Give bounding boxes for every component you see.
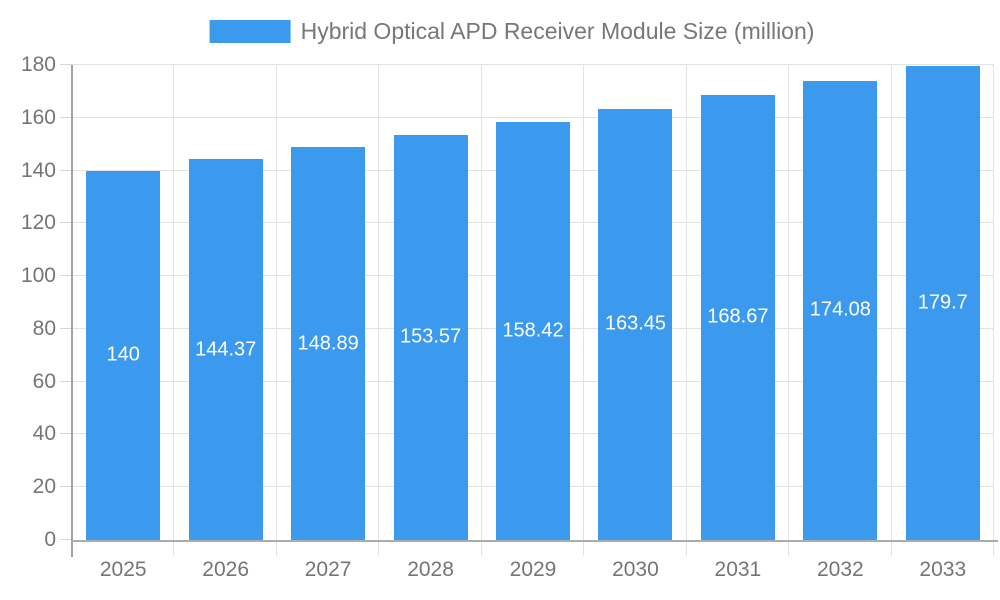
bar-value-label-2028: 153.57 [399, 325, 462, 348]
x-axis-label-2028: 2028 [407, 558, 454, 581]
y-axis-label-0: 0 [44, 528, 56, 551]
y-tick-40 [60, 433, 72, 435]
x-tick-2 [275, 540, 277, 556]
gridline-x-2 [275, 65, 277, 540]
x-tick-1 [173, 540, 175, 556]
bar-value-label-2026: 144.37 [195, 338, 257, 360]
y-axis-label-120: 120 [20, 211, 56, 235]
bar-2026[interactable] [188, 159, 263, 540]
bar-value-label-2031: 168.67 [707, 305, 769, 328]
gridline-x-9 [993, 65, 994, 540]
gridline-x-3 [378, 65, 380, 540]
bar-value-label-2027: 148.89 [297, 332, 359, 355]
bar-2032[interactable] [803, 80, 878, 540]
y-tick-180 [60, 64, 72, 65]
gridline-y-180 [72, 64, 994, 65]
x-tick-6 [685, 540, 687, 556]
y-axis-label-40: 40 [32, 422, 56, 446]
x-tick-7 [788, 540, 790, 556]
y-axis-label-80: 80 [32, 316, 56, 340]
bar-2030[interactable] [598, 108, 673, 540]
y-tick-140 [60, 169, 72, 171]
y-axis-line [71, 65, 73, 557]
gridline-x-4 [480, 65, 482, 540]
y-tick-160 [60, 116, 72, 118]
x-tick-5 [583, 540, 585, 556]
bar-2025[interactable] [86, 170, 161, 540]
bar-value-label-2033: 179.7 [917, 291, 968, 314]
y-tick-120 [60, 222, 72, 224]
x-axis-label-2033: 2033 [919, 558, 967, 581]
x-axis-label-2026: 2026 [202, 558, 250, 581]
bar-value-label-2025: 140 [106, 343, 140, 366]
gridline-y-160 [72, 116, 994, 118]
y-tick-60 [60, 380, 72, 382]
y-tick-80 [60, 327, 72, 329]
x-axis-line [72, 540, 998, 542]
x-axis-label-2032: 2032 [816, 558, 864, 581]
x-axis-label-2029: 2029 [509, 558, 557, 581]
y-tick-20 [60, 486, 72, 488]
x-tick-3 [378, 540, 380, 556]
gridline-x-6 [685, 65, 687, 540]
bar-value-label-2029: 158.42 [502, 319, 564, 342]
y-axis-label-180: 180 [20, 53, 56, 76]
bar-2033[interactable] [905, 65, 980, 540]
y-axis-label-100: 100 [20, 264, 56, 288]
y-axis-label-160: 160 [20, 105, 56, 129]
gridline-x-7 [788, 65, 790, 540]
y-axis-label-60: 60 [32, 369, 56, 393]
legend-item[interactable]: Hybrid Optical APD Receiver Module Size … [209, 18, 815, 45]
x-axis-label-2030: 2030 [612, 558, 659, 581]
x-axis-label-2031: 2031 [714, 558, 762, 581]
bar-2029[interactable] [496, 121, 570, 540]
y-axis-label-20: 20 [32, 475, 56, 499]
x-tick-9 [993, 540, 994, 556]
y-tick-0 [60, 539, 72, 540]
bar-value-label-2030: 163.45 [604, 312, 667, 335]
x-axis-label-2027: 2027 [304, 558, 352, 581]
gridline-x-8 [890, 65, 892, 540]
bar-value-label-2032: 174.08 [809, 298, 871, 321]
x-tick-4 [480, 540, 482, 556]
bar-2027[interactable] [291, 147, 366, 540]
legend-label: Hybrid Optical APD Receiver Module Size … [300, 18, 815, 44]
y-tick-100 [60, 275, 72, 277]
gridline-x-5 [583, 65, 585, 540]
bar-2031[interactable] [700, 94, 775, 540]
gridline-x-1 [173, 65, 175, 540]
x-axis-label-2025: 2025 [99, 558, 147, 581]
x-tick-8 [890, 540, 892, 556]
legend-swatch-icon [209, 20, 291, 43]
bar-2028[interactable] [393, 134, 468, 540]
y-axis-label-140: 140 [20, 158, 56, 182]
